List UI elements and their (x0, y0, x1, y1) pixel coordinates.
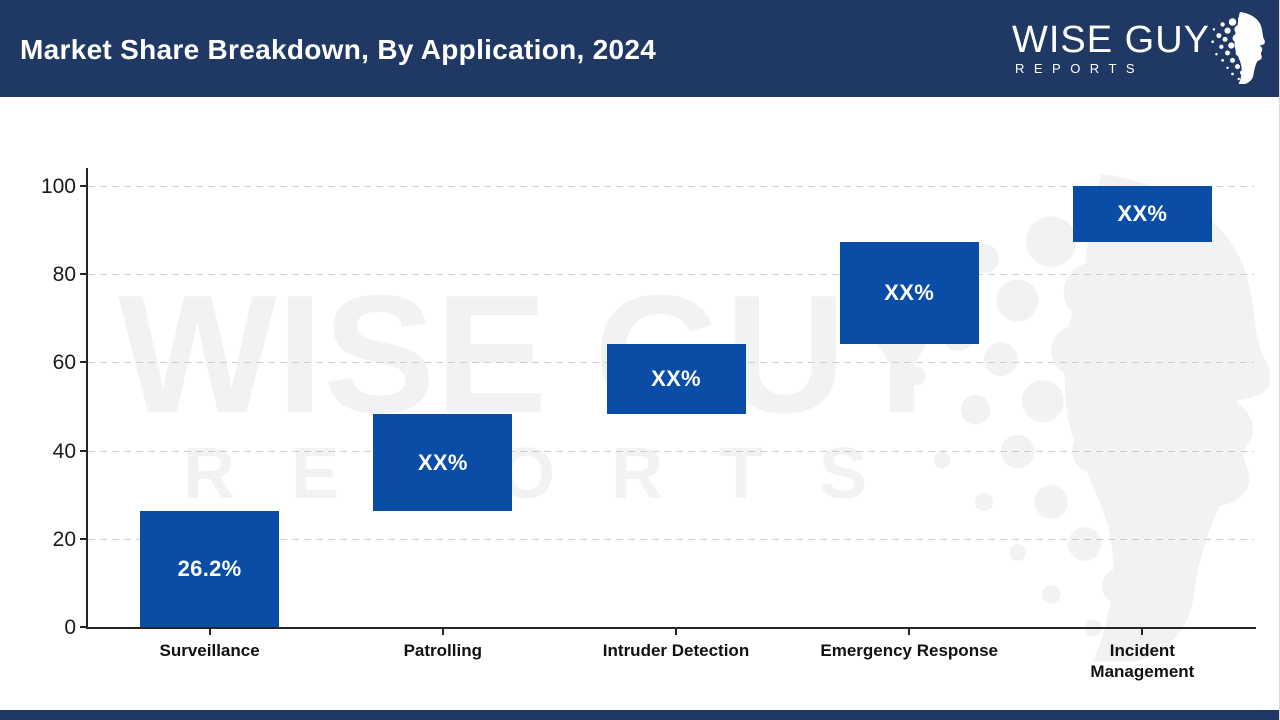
x-axis-tick (675, 629, 677, 635)
bar-value-label: XX% (1117, 201, 1168, 226)
x-axis-tick (441, 629, 444, 635)
gridline-y-100 (88, 186, 1254, 187)
y-tick-label: 60 (52, 351, 76, 375)
logo-wordmark: WISE GUY (1011, 19, 1210, 61)
y-axis-tick (80, 273, 86, 276)
gridline-y-20 (88, 538, 1254, 540)
page-title: Market Share Breakdown, By Application, … (20, 34, 657, 65)
bar-value-label: XX% (884, 279, 935, 305)
x-axis-line (86, 627, 1256, 629)
x-tick-label: Incident Management (1090, 641, 1195, 682)
logo-head-icon (1211, 12, 1265, 84)
watermark-text-line1: WISE GUY (118, 260, 959, 448)
y-axis-tick (80, 537, 86, 540)
bar-incident-management: XX% (1072, 186, 1212, 242)
x-axis-tick (1141, 629, 1144, 635)
x-tick-label: Intruder Detection (602, 641, 750, 660)
y-tick-label: 0 (64, 616, 76, 639)
x-tick-label: Patrolling (403, 641, 482, 660)
x-tick-label: Emergency Response (820, 641, 998, 660)
bar-patrolling: XX% (373, 413, 513, 512)
bar-emergency-response: XX% (839, 242, 979, 344)
x-axis-tick (908, 629, 911, 635)
bar-intruder-detection: XX% (606, 343, 746, 414)
x-axis-tick (208, 629, 211, 635)
x-tick-label: Surveillance (159, 641, 260, 660)
footer-bar (0, 710, 1279, 720)
y-tick-label: 100 (40, 175, 76, 198)
bar-value-label: XX% (417, 449, 468, 475)
plot-area: 0 20 40 60 80 100 26.2% Surveillance XX% Patrolli… (0, 97, 1279, 710)
logo-subtitle: REPORTS (1014, 61, 1145, 76)
bar-value-label: XX% (651, 365, 701, 391)
watermark-text-line2: REPORTS (183, 434, 924, 514)
y-axis-tick (80, 361, 86, 364)
bar-surveillance: 26.2% (140, 511, 280, 627)
header-bar: Market Share Breakdown, By Application, … (0, 0, 1279, 97)
y-tick-label: 80 (52, 263, 76, 287)
y-axis-tick (80, 626, 86, 628)
y-tick-label: 20 (52, 527, 76, 551)
y-tick-label: 40 (52, 439, 76, 463)
wise-guy-logo: WISE GUY REPORTS (1012, 10, 1266, 86)
y-axis-tick (80, 449, 86, 452)
bar-value-label: 26.2% (177, 556, 242, 582)
watermark-head-icon (907, 174, 1270, 662)
logo-text: WISE GUY REPORTS (1012, 21, 1210, 75)
y-axis-line (86, 168, 88, 629)
y-axis-tick (80, 185, 86, 187)
gridline-y-40 (88, 450, 1254, 452)
gridline-y-80 (88, 274, 1254, 276)
